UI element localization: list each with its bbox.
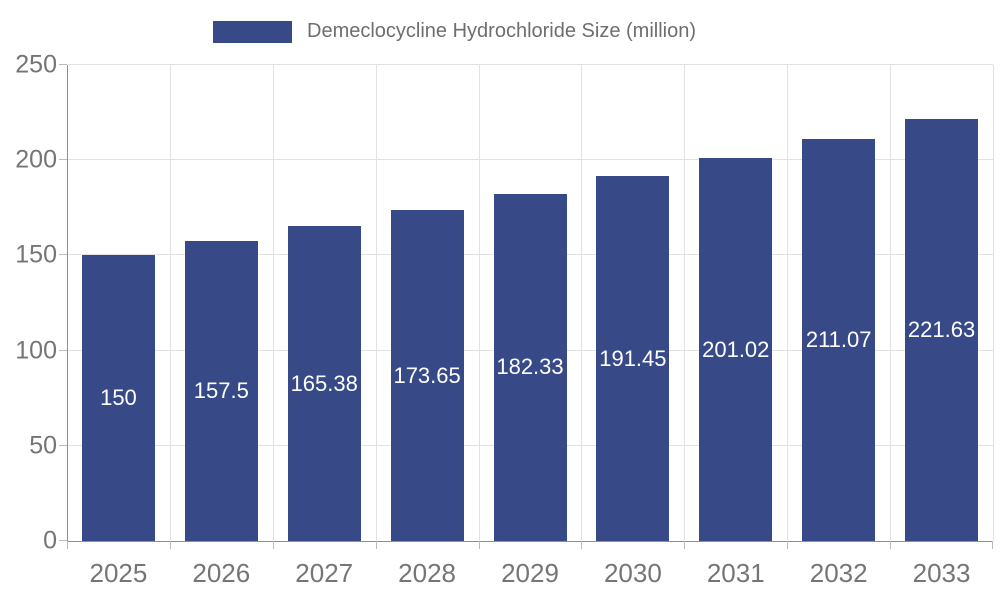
gridline-horizontal: [68, 64, 993, 65]
y-axis-tick-label: 250: [15, 50, 57, 79]
gridline-vertical: [169, 65, 171, 541]
legend-label[interactable]: Demeclocycline Hydrochloride Size (milli…: [307, 20, 697, 42]
y-axis-line: [67, 65, 68, 541]
x-axis-tick-label: 2032: [809, 558, 868, 588]
y-axis-labels: 0 50 100 150 200 250: [0, 52, 57, 553]
y-axis-tick-label: 200: [15, 145, 57, 174]
bar-2029[interactable]: 182.33: [493, 193, 567, 541]
gridline-vertical: [375, 65, 377, 541]
x-axis-tick-label: 2030: [603, 558, 662, 588]
gridline-vertical: [581, 65, 583, 541]
bar-2026[interactable]: 157.5: [184, 241, 258, 541]
y-axis-tick: [59, 254, 67, 256]
x-axis-tick-label: 2028: [398, 558, 457, 588]
bar-2033[interactable]: 221.63: [905, 119, 979, 541]
x-axis-line: [67, 541, 993, 542]
bar-value-label: 211.07: [805, 327, 872, 353]
x-axis-tick: [169, 541, 171, 549]
x-axis-tick: [67, 541, 68, 549]
y-axis-tick-label: 0: [43, 526, 57, 555]
x-axis-tick: [478, 541, 480, 549]
gridline-horizontal: [68, 159, 993, 161]
x-axis-tick: [684, 541, 686, 549]
x-axis-tick: [890, 541, 892, 549]
x-axis-tick-label: 2031: [706, 558, 765, 588]
bar-2031[interactable]: 201.02: [699, 158, 773, 541]
x-axis-labels: 2025 2026 2027 2028 2029 2030 2031 2032 2033: [67, 541, 993, 596]
y-axis-tick-label: 100: [15, 336, 57, 365]
bar-2027[interactable]: 165.38: [287, 226, 361, 541]
gridline-vertical: [890, 65, 892, 541]
gridline-vertical: [993, 65, 994, 541]
legend-swatch[interactable]: [213, 20, 292, 43]
x-axis-tick: [992, 541, 993, 549]
x-axis-tick-label: 2026: [192, 558, 251, 588]
y-axis-tick: [59, 349, 67, 351]
x-axis-tick-label: 2027: [295, 558, 354, 588]
bar-2030[interactable]: 191.45: [596, 176, 670, 541]
gridline-vertical: [272, 65, 274, 541]
bar-value-label: 191.45: [599, 345, 667, 371]
bar-value-label: 201.02: [702, 336, 770, 362]
y-axis-tick: [59, 159, 67, 161]
bar-value-label: 221.63: [907, 317, 976, 343]
gridline-vertical: [684, 65, 686, 541]
x-axis-tick: [581, 541, 583, 549]
x-axis-tick-label: 2025: [89, 558, 148, 588]
gridline-vertical: [787, 65, 789, 541]
x-axis-tick: [787, 541, 789, 549]
bar-value-label: 157.5: [193, 378, 249, 404]
x-axis-tick: [272, 541, 274, 549]
y-axis-tick: [59, 64, 67, 65]
bar-value-label: 150: [100, 385, 137, 411]
y-axis-tick-label: 150: [15, 240, 57, 269]
bar-value-label: 173.65: [393, 362, 461, 388]
x-axis-tick-label: 2029: [501, 558, 559, 588]
y-axis-tick: [59, 540, 67, 541]
bar-2025[interactable]: 150: [81, 255, 155, 541]
x-axis-tick: [375, 541, 377, 549]
bar-2032[interactable]: 211.07: [802, 139, 876, 541]
legend[interactable]: Demeclocycline Hydrochloride Size (milli…: [213, 20, 696, 43]
x-axis-tick-label: 2033: [912, 558, 971, 588]
bar-value-label: 182.33: [496, 354, 564, 380]
gridline-vertical: [478, 65, 480, 541]
y-axis-tick-label: 50: [29, 431, 57, 460]
bar-value-label: 165.38: [290, 370, 358, 396]
plot-area: 150 157.5 165.38 173.65 182.33 191.45 201.02 21…: [59, 64, 994, 549]
bar-2028[interactable]: 173.65: [390, 210, 464, 541]
y-axis-tick: [59, 444, 67, 446]
